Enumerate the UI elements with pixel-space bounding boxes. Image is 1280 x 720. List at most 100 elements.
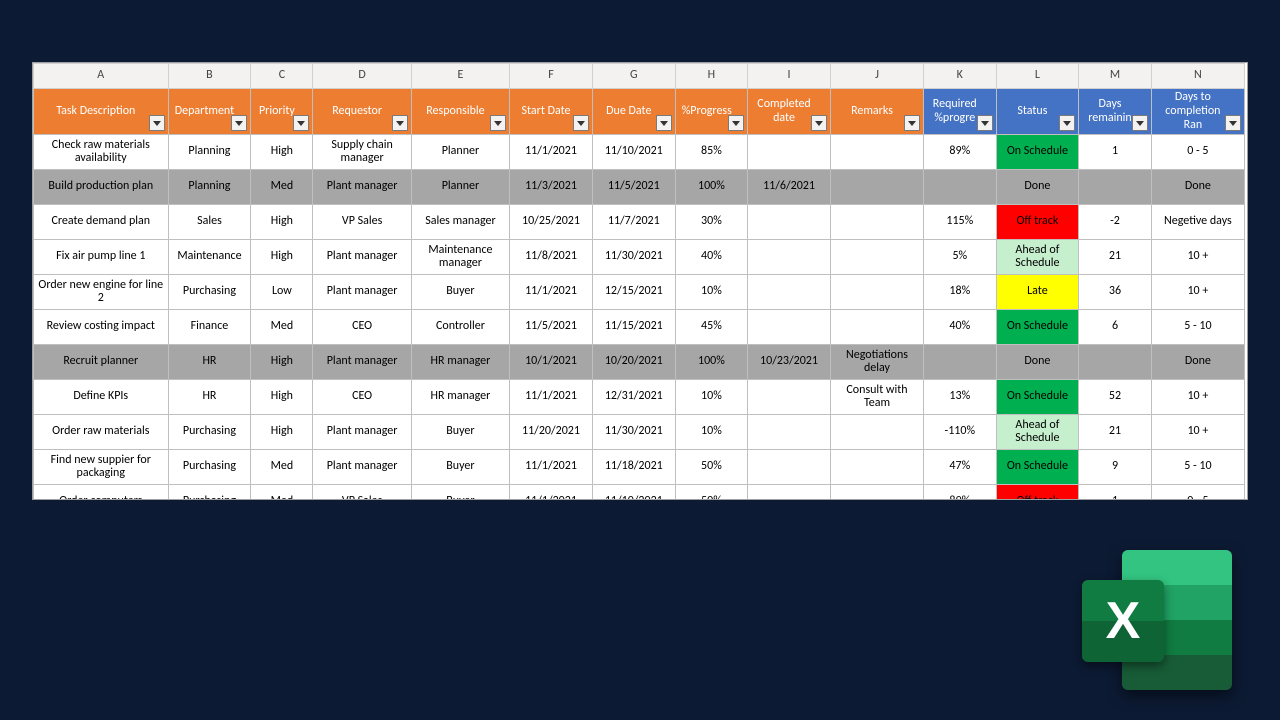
data-cell[interactable]: 10/25/2021: [510, 205, 593, 240]
data-cell[interactable]: 10/20/2021: [592, 345, 675, 380]
data-cell[interactable]: 12/15/2021: [592, 275, 675, 310]
data-cell[interactable]: HR: [168, 380, 251, 415]
header-cell[interactable]: Priority: [251, 89, 313, 135]
filter-dropdown-icon[interactable]: [977, 115, 993, 131]
data-cell[interactable]: CEO: [313, 310, 411, 345]
data-cell[interactable]: 100%: [675, 345, 747, 380]
data-cell[interactable]: HR manager: [411, 380, 509, 415]
data-cell[interactable]: 5 - 10: [1151, 450, 1244, 485]
column-letter[interactable]: D: [313, 64, 411, 89]
header-cell[interactable]: Responsible: [411, 89, 509, 135]
data-cell[interactable]: [748, 205, 831, 240]
data-cell[interactable]: Order new engine for line 2: [34, 275, 169, 310]
data-cell[interactable]: 5%: [924, 240, 996, 275]
data-cell[interactable]: Med: [251, 450, 313, 485]
data-cell[interactable]: Review costing impact: [34, 310, 169, 345]
data-cell[interactable]: 10%: [675, 275, 747, 310]
data-cell[interactable]: Plant manager: [313, 345, 411, 380]
data-cell[interactable]: 50%: [675, 450, 747, 485]
data-cell[interactable]: High: [251, 205, 313, 240]
data-cell[interactable]: 89%: [924, 135, 996, 170]
data-cell[interactable]: Negetive days: [1151, 205, 1244, 240]
data-cell[interactable]: Sales: [168, 205, 251, 240]
data-cell[interactable]: 11/1/2021: [510, 380, 593, 415]
data-cell[interactable]: Supply chain manager: [313, 135, 411, 170]
data-cell[interactable]: [748, 380, 831, 415]
data-cell[interactable]: Plant manager: [313, 275, 411, 310]
status-cell[interactable]: On Schedule: [996, 450, 1079, 485]
header-cell[interactable]: Status: [996, 89, 1079, 135]
status-cell[interactable]: On Schedule: [996, 310, 1079, 345]
data-cell[interactable]: High: [251, 380, 313, 415]
data-cell[interactable]: 30%: [675, 205, 747, 240]
data-cell[interactable]: Planner: [411, 135, 509, 170]
data-cell[interactable]: [830, 415, 923, 450]
data-cell[interactable]: 11/1/2021: [510, 450, 593, 485]
data-cell[interactable]: 11/8/2021: [510, 240, 593, 275]
column-letter[interactable]: C: [251, 64, 313, 89]
data-cell[interactable]: Done: [1151, 170, 1244, 205]
data-cell[interactable]: 12/31/2021: [592, 380, 675, 415]
data-cell[interactable]: 1: [1079, 485, 1151, 500]
data-cell[interactable]: [748, 240, 831, 275]
column-letter[interactable]: E: [411, 64, 509, 89]
data-cell[interactable]: Maintenance: [168, 240, 251, 275]
filter-dropdown-icon[interactable]: [293, 115, 309, 131]
data-cell[interactable]: 21: [1079, 415, 1151, 450]
data-cell[interactable]: -110%: [924, 415, 996, 450]
data-cell[interactable]: 11/30/2021: [592, 240, 675, 275]
data-cell[interactable]: Buyer: [411, 485, 509, 500]
data-cell[interactable]: 5 - 10: [1151, 310, 1244, 345]
status-cell[interactable]: Ahead of Schedule: [996, 240, 1079, 275]
column-letter[interactable]: A: [34, 64, 169, 89]
header-cell[interactable]: Due Date: [592, 89, 675, 135]
data-cell[interactable]: 85%: [675, 135, 747, 170]
data-cell[interactable]: [748, 450, 831, 485]
data-cell[interactable]: 11/1/2021: [510, 485, 593, 500]
data-cell[interactable]: Purchasing: [168, 485, 251, 500]
data-cell[interactable]: 100%: [675, 170, 747, 205]
data-cell[interactable]: 10%: [675, 380, 747, 415]
header-cell[interactable]: %Progress: [675, 89, 747, 135]
filter-dropdown-icon[interactable]: [231, 115, 247, 131]
filter-dropdown-icon[interactable]: [149, 115, 165, 131]
data-cell[interactable]: Negotiations delay: [830, 345, 923, 380]
data-cell[interactable]: Controller: [411, 310, 509, 345]
status-cell[interactable]: Done: [996, 170, 1079, 205]
filter-dropdown-icon[interactable]: [490, 115, 506, 131]
data-cell[interactable]: Buyer: [411, 415, 509, 450]
data-cell[interactable]: 6: [1079, 310, 1151, 345]
column-letter[interactable]: K: [924, 64, 996, 89]
data-cell[interactable]: [924, 170, 996, 205]
data-cell[interactable]: [1079, 345, 1151, 380]
data-cell[interactable]: Plant manager: [313, 450, 411, 485]
data-cell[interactable]: CEO: [313, 380, 411, 415]
status-cell[interactable]: Ahead of Schedule: [996, 415, 1079, 450]
data-cell[interactable]: 89%: [924, 485, 996, 500]
data-cell[interactable]: [830, 485, 923, 500]
data-cell[interactable]: -2: [1079, 205, 1151, 240]
data-cell[interactable]: 11/5/2021: [592, 170, 675, 205]
data-cell[interactable]: Buyer: [411, 450, 509, 485]
data-cell[interactable]: Fix air pump line 1: [34, 240, 169, 275]
header-cell[interactable]: Remarks: [830, 89, 923, 135]
data-cell[interactable]: 11/1/2021: [510, 275, 593, 310]
filter-dropdown-icon[interactable]: [392, 115, 408, 131]
data-cell[interactable]: HR manager: [411, 345, 509, 380]
column-letter[interactable]: L: [996, 64, 1079, 89]
filter-dropdown-icon[interactable]: [1059, 115, 1075, 131]
header-cell[interactable]: Task Description: [34, 89, 169, 135]
data-cell[interactable]: 9: [1079, 450, 1151, 485]
data-cell[interactable]: Med: [251, 170, 313, 205]
data-cell[interactable]: [830, 170, 923, 205]
filter-dropdown-icon[interactable]: [1132, 115, 1148, 131]
data-cell[interactable]: [830, 275, 923, 310]
data-cell[interactable]: [748, 275, 831, 310]
filter-dropdown-icon[interactable]: [728, 115, 744, 131]
data-cell[interactable]: 13%: [924, 380, 996, 415]
data-cell[interactable]: Create demand plan: [34, 205, 169, 240]
column-letter[interactable]: J: [830, 64, 923, 89]
data-cell[interactable]: High: [251, 415, 313, 450]
data-cell[interactable]: VP Sales: [313, 485, 411, 500]
data-cell[interactable]: 11/10/2021: [592, 485, 675, 500]
